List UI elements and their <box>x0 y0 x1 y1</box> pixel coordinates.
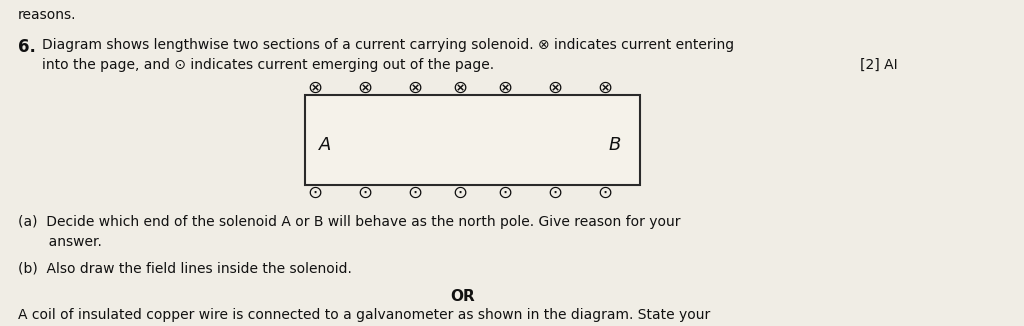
Text: ⊙: ⊙ <box>498 184 513 202</box>
Text: A: A <box>318 136 331 154</box>
Text: ⊙: ⊙ <box>548 184 562 202</box>
Text: reasons.: reasons. <box>18 8 77 22</box>
Text: (a)  Decide which end of the solenoid A or B will behave as the north pole. Give: (a) Decide which end of the solenoid A o… <box>18 215 681 229</box>
Text: [2] AI: [2] AI <box>860 58 898 72</box>
Text: B: B <box>609 136 622 154</box>
Text: 6.: 6. <box>18 38 36 56</box>
Text: ⊙: ⊙ <box>307 184 323 202</box>
Text: ⊙: ⊙ <box>408 184 423 202</box>
Text: (b)  Also draw the field lines inside the solenoid.: (b) Also draw the field lines inside the… <box>18 262 352 276</box>
Text: ⊗: ⊗ <box>307 79 323 97</box>
Text: into the page, and ⊙ indicates current emerging out of the page.: into the page, and ⊙ indicates current e… <box>42 58 495 72</box>
Text: A coil of insulated copper wire is connected to a galvanometer as shown in the d: A coil of insulated copper wire is conne… <box>18 308 711 322</box>
Text: answer.: answer. <box>18 235 101 249</box>
Text: Diagram shows lengthwise two sections of a current carrying solenoid. ⊗ indicate: Diagram shows lengthwise two sections of… <box>42 38 734 52</box>
Text: ⊙: ⊙ <box>453 184 468 202</box>
Text: ⊗: ⊗ <box>453 79 468 97</box>
Text: ⊗: ⊗ <box>357 79 373 97</box>
Bar <box>305 95 640 185</box>
Text: ⊗: ⊗ <box>548 79 562 97</box>
Text: ⊙: ⊙ <box>597 184 612 202</box>
Text: OR: OR <box>450 289 475 304</box>
Text: ⊗: ⊗ <box>498 79 513 97</box>
Text: ⊗: ⊗ <box>597 79 612 97</box>
Text: ⊙: ⊙ <box>357 184 373 202</box>
Text: ⊗: ⊗ <box>408 79 423 97</box>
